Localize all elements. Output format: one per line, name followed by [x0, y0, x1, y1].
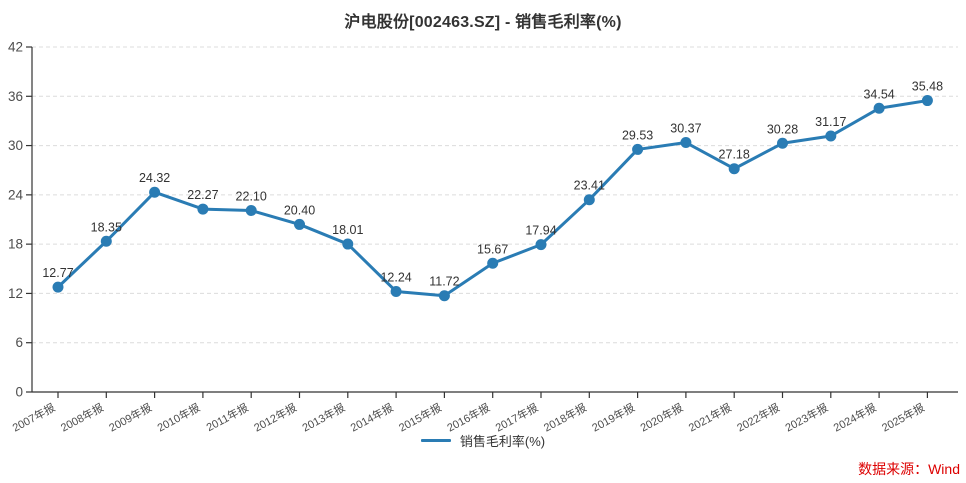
- x-axis-label: 2008年报: [58, 400, 106, 434]
- x-axis-label: 2009年报: [106, 400, 154, 434]
- point-value-label: 12.24: [380, 270, 411, 284]
- x-axis-label: 2025年报: [879, 400, 927, 434]
- chart-title: 沪电股份[002463.SZ] - 销售毛利率(%): [344, 14, 622, 31]
- point-value-label: 30.37: [670, 122, 701, 136]
- data-point[interactable]: [342, 238, 354, 250]
- data-point[interactable]: [197, 203, 209, 215]
- legend-line-marker: [420, 439, 451, 442]
- y-axis-label: 30: [8, 138, 23, 153]
- x-axis-label: 2019年报: [589, 400, 637, 434]
- point-value-label: 24.32: [139, 171, 170, 185]
- x-axis-label: 2010年报: [155, 400, 203, 434]
- data-point[interactable]: [680, 137, 692, 149]
- x-axis-label: 2017年报: [493, 400, 541, 434]
- data-point[interactable]: [245, 204, 257, 216]
- point-value-label: 31.17: [815, 115, 846, 129]
- legend-item[interactable]: 销售毛利率(%): [0, 431, 966, 450]
- y-axis-label: 24: [8, 187, 24, 202]
- legend-label: 销售毛利率(%): [459, 434, 546, 449]
- point-value-label: 11.72: [429, 275, 459, 289]
- x-axis-label: 2016年报: [444, 400, 492, 434]
- data-point[interactable]: [390, 285, 402, 297]
- data-point[interactable]: [149, 186, 161, 198]
- data-point[interactable]: [583, 194, 595, 206]
- y-axis-label: 42: [8, 40, 23, 55]
- data-point[interactable]: [535, 239, 547, 251]
- x-axis-label: 2020年报: [638, 400, 686, 434]
- y-axis-label: 6: [15, 335, 23, 350]
- x-axis-label: 2013年报: [300, 400, 348, 434]
- point-value-label: 22.10: [236, 189, 267, 203]
- x-axis-label: 2015年报: [396, 400, 444, 434]
- point-value-label: 29.53: [622, 128, 653, 142]
- x-axis-label: 2022年报: [734, 400, 782, 434]
- data-point[interactable]: [100, 235, 112, 247]
- data-point[interactable]: [921, 95, 933, 107]
- data-point[interactable]: [825, 130, 837, 142]
- point-value-label: 12.77: [42, 266, 73, 280]
- point-value-label: 17.94: [525, 224, 556, 238]
- point-value-label: 34.54: [863, 87, 894, 101]
- y-axis-label: 12: [8, 286, 23, 301]
- data-point[interactable]: [632, 143, 644, 155]
- x-axis-label: 2011年报: [204, 400, 251, 434]
- data-point[interactable]: [873, 102, 885, 114]
- data-point[interactable]: [777, 137, 788, 149]
- data-point[interactable]: [294, 218, 305, 230]
- x-axis-label: 2014年报: [348, 400, 396, 434]
- point-value-label: 18.35: [91, 220, 122, 234]
- point-value-label: 22.27: [187, 188, 218, 202]
- point-value-label: 18.01: [332, 223, 363, 237]
- x-axis-label: 2007年报: [10, 400, 58, 434]
- x-axis-label: 2024年报: [831, 400, 879, 434]
- x-axis-label: 2018年报: [541, 400, 589, 434]
- point-value-label: 35.48: [912, 80, 943, 94]
- y-axis-label: 18: [8, 237, 23, 252]
- y-axis-label: 36: [8, 89, 23, 104]
- y-axis-label: 0: [15, 385, 23, 400]
- point-value-label: 15.67: [477, 242, 508, 256]
- data-point[interactable]: [52, 281, 64, 293]
- data-point[interactable]: [438, 290, 450, 302]
- x-axis-label: 2021年报: [686, 400, 734, 434]
- point-value-label: 20.40: [284, 203, 315, 217]
- data-source-note: 数据来源：Wind: [858, 461, 960, 477]
- x-axis-label: 2023年报: [783, 400, 831, 434]
- data-point[interactable]: [487, 257, 499, 269]
- point-value-label: 27.18: [719, 148, 750, 162]
- point-value-label: 30.28: [767, 122, 798, 136]
- point-value-label: 23.41: [574, 179, 605, 193]
- x-axis-label: 2012年报: [251, 400, 299, 434]
- data-point[interactable]: [728, 163, 740, 175]
